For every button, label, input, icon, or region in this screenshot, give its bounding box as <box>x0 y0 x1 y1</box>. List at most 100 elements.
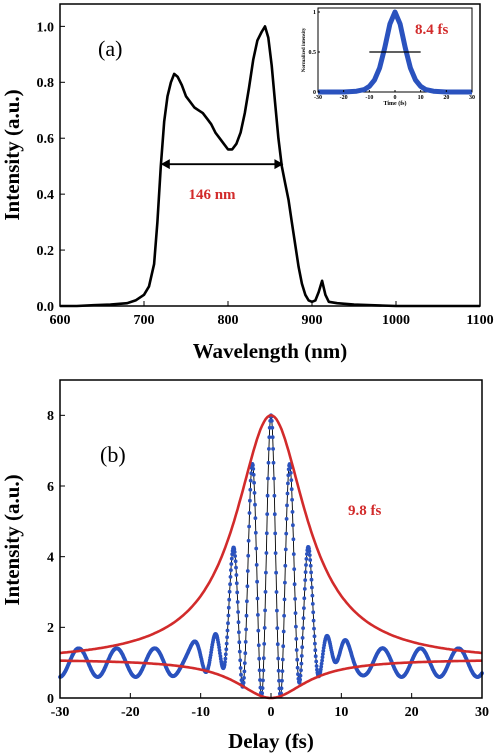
autocorrelation-point <box>263 590 268 594</box>
autocorrelation-point <box>255 596 260 601</box>
autocorrelation-point <box>264 531 269 536</box>
autocorrelation-point <box>218 651 222 656</box>
panel-b-annotation: 9.8 fs <box>348 503 381 519</box>
autocorrelation-point <box>300 636 305 640</box>
inset-xtick-label: 30 <box>469 95 475 101</box>
autocorrelation-point <box>302 606 306 610</box>
autocorrelation-point <box>310 585 314 590</box>
inset-ylabel: Normalized intensity <box>302 27 307 72</box>
autocorrelation-point <box>302 587 307 591</box>
autocorrelation-point <box>251 467 256 471</box>
autocorrelation-point <box>218 654 223 658</box>
autocorrelation-point <box>242 676 246 680</box>
panel-a-xtick-label: 1000 <box>382 313 410 328</box>
autocorrelation-point <box>226 613 231 618</box>
panel-a-xlabel: Wavelength (nm) <box>193 339 348 363</box>
autocorrelation-point <box>223 660 227 664</box>
autocorrelation-point <box>257 668 262 673</box>
autocorrelation-point <box>275 626 280 630</box>
autocorrelation-point <box>223 656 228 661</box>
autocorrelation-point <box>262 626 267 630</box>
autocorrelation-point <box>284 517 289 521</box>
autocorrelation-point <box>227 597 232 602</box>
panel-a-frame <box>59 3 481 307</box>
autocorrelation-point <box>312 634 317 639</box>
autocorrelation-point <box>288 465 293 470</box>
autocorrelation-point <box>228 575 233 579</box>
panel-a-ytick-label: 0.0 <box>37 300 55 315</box>
autocorrelation-point <box>254 563 259 567</box>
autocorrelation-point <box>225 635 230 640</box>
autocorrelation-point <box>307 549 312 554</box>
inset-fwhm-label: 8.4 fs <box>415 22 448 38</box>
autocorrelation-point <box>283 580 287 585</box>
panel-a-fwhm-annotation: 146 nm <box>160 159 284 203</box>
autocorrelation-point <box>295 665 300 670</box>
inset-xtick-label: 10 <box>418 95 424 101</box>
autocorrelation-point <box>315 667 319 672</box>
inset-ytick-label: 0.5 <box>309 50 317 56</box>
autocorrelation-point <box>267 425 272 430</box>
autocorrelation-point <box>312 626 316 631</box>
panel-a-xtick-label: 800 <box>218 313 239 328</box>
autocorrelation-point <box>313 641 317 646</box>
inset-ytick-label: 1 <box>313 10 316 16</box>
autocorrelation-point <box>242 669 247 674</box>
panel-b-xlabel: Delay (fs) <box>228 729 314 753</box>
autocorrelation-point <box>235 590 240 595</box>
autocorrelation-point <box>248 478 253 483</box>
autocorrelation-point <box>294 648 299 652</box>
autocorrelation-point <box>303 578 308 582</box>
autocorrelation-point <box>236 620 241 625</box>
autocorrelation-point <box>225 628 230 633</box>
autocorrelation-point <box>247 524 252 529</box>
panel-a-inset: -30 -20 -10 0 10 20 30 0 0.5 1 Time (fs) Normaliz… <box>302 7 475 107</box>
autocorrelation-point <box>290 497 294 502</box>
autocorrelation-point <box>264 570 268 575</box>
autocorrelation-point <box>224 641 229 646</box>
inset-ytick-label: 0 <box>313 90 316 96</box>
autocorrelation-point <box>224 647 229 652</box>
autocorrelation-point <box>233 559 238 564</box>
autocorrelation-point <box>260 691 264 696</box>
panel-b-ticks: -30 -20 -10 0 10 20 30 0 2 4 6 8 <box>47 409 489 720</box>
autocorrelation-point <box>239 678 244 682</box>
autocorrelation-point <box>292 567 297 571</box>
autocorrelation-point <box>281 644 286 649</box>
autocorrelation-point <box>282 613 286 618</box>
autocorrelation-point <box>280 657 285 662</box>
autocorrelation-point <box>310 602 315 606</box>
panel-b-ytick-label: 4 <box>47 551 54 566</box>
autocorrelation-point <box>252 491 257 495</box>
panel-b-ytick-label: 8 <box>47 409 54 424</box>
panel-a-ytick-label: 0.4 <box>37 188 55 203</box>
autocorrelation-point <box>254 546 259 551</box>
panel-a-fwhm-label: 146 nm <box>188 187 236 203</box>
panel-b-ytick-label: 0 <box>47 692 54 707</box>
autocorrelation-point <box>294 624 298 629</box>
autocorrelation-point <box>271 460 276 465</box>
autocorrelation-point <box>255 579 259 584</box>
lower-envelope-line <box>60 659 482 700</box>
inset-background <box>317 7 473 93</box>
autocorrelation-point <box>241 680 246 685</box>
autocorrelation-point <box>238 666 243 670</box>
autocorrelation-point <box>307 553 312 557</box>
autocorrelation-point <box>305 552 309 556</box>
panel-b-plot-area <box>58 413 484 700</box>
autocorrelation-point <box>243 651 248 656</box>
autocorrelation-point <box>283 563 288 568</box>
autocorrelation-point <box>281 629 286 634</box>
autocorrelation-point <box>275 608 279 613</box>
autocorrelation-point <box>234 565 238 570</box>
autocorrelation-point <box>283 547 288 552</box>
autocorrelation-point <box>292 582 297 587</box>
autocorrelation-point <box>258 678 262 682</box>
inset-plot-area <box>318 9 472 95</box>
panel-b-label: (b) <box>100 442 126 467</box>
autocorrelation-point <box>245 599 249 604</box>
autocorrelation-point <box>266 476 270 481</box>
autocorrelation-point <box>273 531 278 536</box>
